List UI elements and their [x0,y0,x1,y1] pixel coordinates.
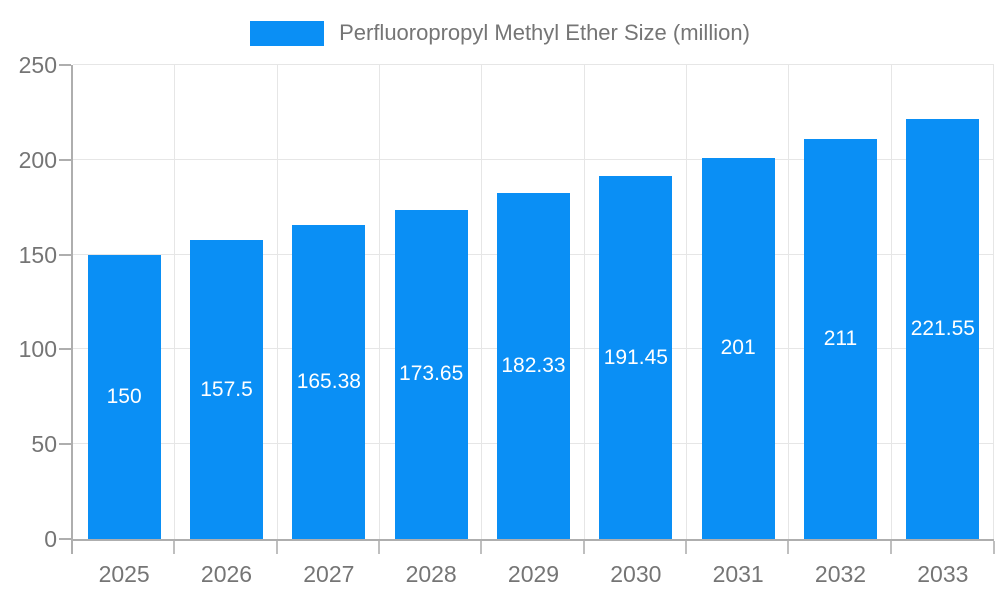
y-axis-tick [59,253,71,256]
bar-value-label: 191.45 [603,345,668,369]
y-axis-tick-label: 200 [18,146,57,173]
x-axis-tick-label: 2028 [405,561,457,587]
bar-2032[interactable] [804,138,877,539]
gridline-vertical [174,65,176,539]
plot-area: 150 157.5 165.38 173.65 182.33 191.45 201 211 22… [73,64,994,539]
y-axis-tick [59,443,71,446]
bar-2030[interactable] [599,176,673,539]
gridline-vertical [379,65,380,539]
x-axis-tick-label: 2025 [98,561,150,587]
bar-value-label: 182.33 [501,354,566,378]
bar-2025[interactable] [87,254,161,539]
y-axis-tick [59,348,71,351]
x-axis-tick [685,541,687,554]
legend-title: Perfluoropropyl Methyl Ether Size (milli… [339,20,750,45]
x-axis-tick-label: 2027 [303,561,355,587]
bar-2033[interactable] [906,118,980,539]
bar-value-label: 150 [106,384,142,408]
y-axis-line [71,65,73,539]
x-axis-tick-label: 2029 [507,561,560,587]
gridline-horizontal [73,64,994,65]
y-axis-tick [59,64,71,66]
bar-value-label: 173.65 [399,362,464,386]
x-axis-tick [275,541,278,554]
gridline-vertical [686,65,687,539]
y-axis-tick-label: 100 [18,336,57,363]
bar-value-label: 221.55 [910,316,975,340]
x-axis-tick [173,541,176,554]
x-axis-tick-label: 2032 [814,561,867,587]
x-axis-line [71,539,994,541]
bar-value-label: 157.5 [200,377,253,401]
x-axis-tick-label: 2030 [610,561,662,587]
y-axis-tick-label: 250 [18,52,57,78]
x-axis-tick [378,541,380,554]
x-axis-tick [889,541,892,554]
gridline-vertical [993,65,994,539]
x-axis-tick [993,541,995,554]
y-axis-tick-label: 50 [31,431,57,458]
chart-legend[interactable]: Perfluoropropyl Methyl Ether Size (milli… [0,20,1000,46]
bar-value-label: 211 [823,326,858,350]
bar-value-label: 165.38 [296,370,361,394]
y-axis-tick [59,158,71,161]
gridline-horizontal [73,158,994,160]
legend-swatch [250,20,325,46]
bar-2029[interactable] [497,193,570,539]
x-axis-tick [582,541,585,554]
gridline-vertical [481,65,483,539]
y-axis-tick-label: 150 [18,241,57,268]
bar-2028[interactable] [394,209,468,539]
gridline-vertical [583,65,585,539]
x-axis-tick-label: 2031 [712,561,764,587]
gridline-vertical [276,65,278,539]
x-axis-tick-label: 2026 [200,561,253,587]
bar-value-label: 201 [720,336,756,360]
gridline-vertical [788,65,790,539]
x-axis-tick-label: 2033 [917,561,969,587]
x-axis-tick [480,541,483,554]
bar-2026[interactable] [190,240,263,539]
bar-2031[interactable] [701,157,775,539]
x-axis-tick [787,541,790,554]
y-axis-tick [59,538,71,540]
gridline-vertical [890,65,892,539]
x-axis-tick [71,541,73,554]
y-axis-tick-label: 0 [44,526,57,552]
bar-2027[interactable] [292,225,366,539]
